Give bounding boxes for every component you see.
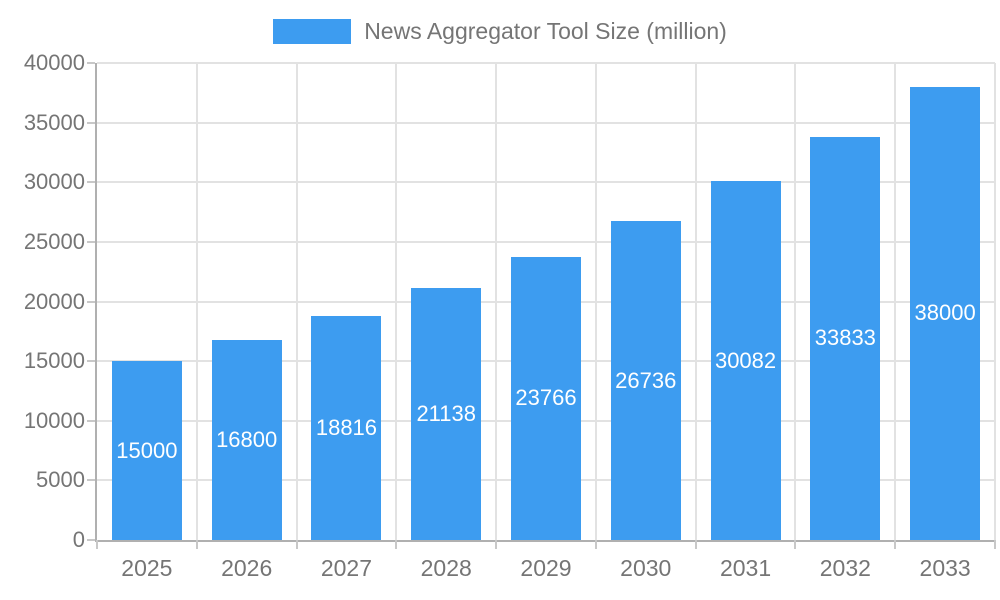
gridline-vertical xyxy=(794,63,797,540)
y-axis-label: 5000 xyxy=(36,467,85,493)
legend-swatch-icon xyxy=(273,19,352,44)
y-axis-tick xyxy=(87,62,95,64)
gridline-horizontal xyxy=(97,62,995,64)
y-axis-tick xyxy=(87,539,95,541)
y-axis-tick xyxy=(87,419,95,422)
bar-value-label: 15000 xyxy=(116,437,178,463)
gridline-vertical xyxy=(594,63,597,540)
gridline-horizontal xyxy=(97,121,995,124)
y-axis-label: 25000 xyxy=(23,228,85,254)
bar-value-label: 16800 xyxy=(216,426,278,452)
bar[interactable]: 21138 xyxy=(411,287,482,540)
x-axis-tick xyxy=(994,540,996,549)
y-axis-tick xyxy=(87,240,95,243)
bar-value-label: 38000 xyxy=(914,300,976,326)
x-axis-label: 2027 xyxy=(320,555,373,581)
y-axis-label: 15000 xyxy=(23,348,85,374)
x-axis-tick xyxy=(395,540,398,549)
y-axis-label: 35000 xyxy=(23,109,85,135)
bar-value-label: 26736 xyxy=(615,367,677,393)
bar[interactable]: 16800 xyxy=(211,339,282,540)
x-axis-label: 2028 xyxy=(420,555,472,581)
bar[interactable]: 38000 xyxy=(910,86,981,540)
plot-area: 0 5000 10000 15000 20000 25000 30000 35000 40000… xyxy=(24,50,996,581)
x-axis-label: 2026 xyxy=(221,555,273,581)
y-axis-tick xyxy=(87,360,95,363)
gridline-vertical xyxy=(694,63,697,540)
gridline-horizontal xyxy=(97,181,995,184)
y-axis-label: 40000 xyxy=(23,50,85,75)
x-axis-tick xyxy=(894,540,897,549)
y-axis-tick xyxy=(87,181,95,184)
y-axis-label: 30000 xyxy=(23,169,85,195)
x-axis-tick xyxy=(495,540,498,549)
gridline-horizontal xyxy=(97,240,995,243)
x-axis-tick xyxy=(694,540,697,549)
y-axis-tick xyxy=(87,121,95,124)
legend-label: News Aggregator Tool Size (million) xyxy=(364,18,727,44)
bar-value-label: 33833 xyxy=(814,325,876,351)
y-axis-tick xyxy=(87,300,95,303)
gridline-vertical xyxy=(994,63,996,540)
bar[interactable]: 18816 xyxy=(311,315,382,540)
x-axis-tick xyxy=(96,540,98,549)
y-axis-label: 0 xyxy=(72,527,85,552)
x-axis-label: 2030 xyxy=(620,555,672,581)
x-axis-tick xyxy=(794,540,797,549)
x-axis-tick xyxy=(594,540,597,549)
x-axis-label: 2031 xyxy=(719,555,772,581)
bar[interactable]: 23766 xyxy=(511,256,581,540)
y-axis-label: 20000 xyxy=(23,288,85,314)
y-axis-tick xyxy=(87,479,95,482)
y-axis-label: 10000 xyxy=(23,407,85,433)
x-axis-tick xyxy=(195,540,198,549)
gridline-vertical xyxy=(894,63,897,540)
legend-item[interactable]: News Aggregator Tool Size (million) xyxy=(0,18,1000,45)
bar-value-label: 30082 xyxy=(714,347,777,373)
bar[interactable]: 30082 xyxy=(710,181,781,540)
bar-value-label: 18816 xyxy=(315,414,378,440)
bar-value-label: 21138 xyxy=(416,400,476,426)
bar[interactable]: 26736 xyxy=(610,221,681,540)
gridline-vertical xyxy=(195,63,198,540)
bar[interactable]: 15000 xyxy=(111,361,182,540)
x-axis-tick xyxy=(295,540,298,549)
gridline-vertical xyxy=(395,63,398,540)
x-axis-label: 2033 xyxy=(919,555,971,581)
bar-value-label: 23766 xyxy=(515,385,577,411)
x-axis-label: 2029 xyxy=(520,555,572,581)
gridline-vertical xyxy=(495,63,498,540)
gridline-vertical xyxy=(295,63,298,540)
x-axis-label: 2032 xyxy=(819,555,871,581)
bar[interactable]: 33833 xyxy=(810,136,881,540)
x-axis-label: 2025 xyxy=(121,555,173,581)
